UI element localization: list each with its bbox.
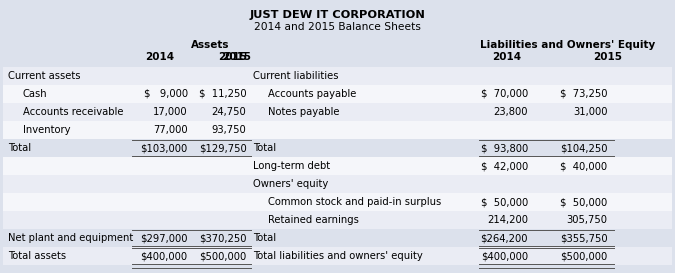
Text: Inventory: Inventory bbox=[23, 125, 70, 135]
Text: $297,000: $297,000 bbox=[140, 233, 188, 243]
Text: $  50,000: $ 50,000 bbox=[481, 197, 528, 207]
Text: Liabilities and Owners' Equity: Liabilities and Owners' Equity bbox=[480, 40, 655, 50]
Text: Total liabilities and owners' equity: Total liabilities and owners' equity bbox=[253, 251, 423, 261]
Text: Total: Total bbox=[253, 143, 276, 153]
Text: 24,750: 24,750 bbox=[212, 107, 246, 117]
Text: 214,200: 214,200 bbox=[487, 215, 528, 225]
Text: $  73,250: $ 73,250 bbox=[560, 89, 608, 99]
Text: $129,750: $129,750 bbox=[198, 143, 246, 153]
Text: $400,000: $400,000 bbox=[140, 251, 188, 261]
Text: JUST DEW IT CORPORATION: JUST DEW IT CORPORATION bbox=[250, 10, 425, 20]
Text: $355,750: $355,750 bbox=[560, 233, 608, 243]
Text: $103,000: $103,000 bbox=[140, 143, 188, 153]
Text: $  70,000: $ 70,000 bbox=[481, 89, 528, 99]
Text: $370,250: $370,250 bbox=[199, 233, 246, 243]
Text: 2015: 2015 bbox=[593, 52, 622, 62]
Text: Cash: Cash bbox=[23, 89, 47, 99]
Text: 23,800: 23,800 bbox=[493, 107, 528, 117]
Text: Common stock and paid-in surplus: Common stock and paid-in surplus bbox=[268, 197, 441, 207]
Text: Total assets: Total assets bbox=[8, 251, 66, 261]
Text: 2014: 2014 bbox=[492, 52, 522, 62]
Text: $104,250: $104,250 bbox=[560, 143, 608, 153]
Text: Notes payable: Notes payable bbox=[268, 107, 340, 117]
Text: Retained earnings: Retained earnings bbox=[268, 215, 359, 225]
Bar bbox=[3, 67, 672, 85]
Text: $500,000: $500,000 bbox=[199, 251, 246, 261]
Bar bbox=[3, 175, 672, 193]
Bar bbox=[3, 211, 672, 229]
Bar bbox=[3, 229, 672, 247]
Bar bbox=[3, 157, 672, 175]
Text: 93,750: 93,750 bbox=[212, 125, 246, 135]
Text: 2014 and 2015 Balance Sheets: 2014 and 2015 Balance Sheets bbox=[254, 22, 421, 32]
Text: $  42,000: $ 42,000 bbox=[481, 161, 528, 171]
Text: Current assets: Current assets bbox=[8, 71, 80, 81]
Bar bbox=[3, 193, 672, 211]
Text: $  40,000: $ 40,000 bbox=[560, 161, 608, 171]
Bar bbox=[3, 121, 672, 139]
Text: $   9,000: $ 9,000 bbox=[144, 89, 188, 99]
Bar bbox=[3, 85, 672, 103]
Bar bbox=[3, 247, 672, 265]
Text: Total: Total bbox=[253, 233, 276, 243]
Text: $500,000: $500,000 bbox=[560, 251, 608, 261]
Text: Accounts payable: Accounts payable bbox=[268, 89, 356, 99]
Text: 17,000: 17,000 bbox=[153, 107, 188, 117]
Text: $400,000: $400,000 bbox=[481, 251, 528, 261]
Text: 31,000: 31,000 bbox=[573, 107, 608, 117]
Text: Net plant and equipment: Net plant and equipment bbox=[8, 233, 134, 243]
Text: 305,750: 305,750 bbox=[566, 215, 608, 225]
Text: Long-term debt: Long-term debt bbox=[253, 161, 330, 171]
Text: Accounts receivable: Accounts receivable bbox=[23, 107, 124, 117]
Text: $  93,800: $ 93,800 bbox=[481, 143, 528, 153]
Text: Owners' equity: Owners' equity bbox=[253, 179, 328, 189]
Text: Current liabilities: Current liabilities bbox=[253, 71, 339, 81]
Text: 2014: 2014 bbox=[145, 52, 174, 62]
Text: $  50,000: $ 50,000 bbox=[560, 197, 608, 207]
Text: $  11,250: $ 11,250 bbox=[198, 89, 246, 99]
Text: Total: Total bbox=[8, 143, 31, 153]
Text: $264,200: $264,200 bbox=[481, 233, 528, 243]
Text: 2015: 2015 bbox=[222, 52, 250, 62]
Text: Assets: Assets bbox=[191, 40, 230, 50]
Bar bbox=[3, 139, 672, 157]
Bar bbox=[3, 103, 672, 121]
Text: 2015: 2015 bbox=[219, 52, 247, 62]
Text: 77,000: 77,000 bbox=[153, 125, 188, 135]
